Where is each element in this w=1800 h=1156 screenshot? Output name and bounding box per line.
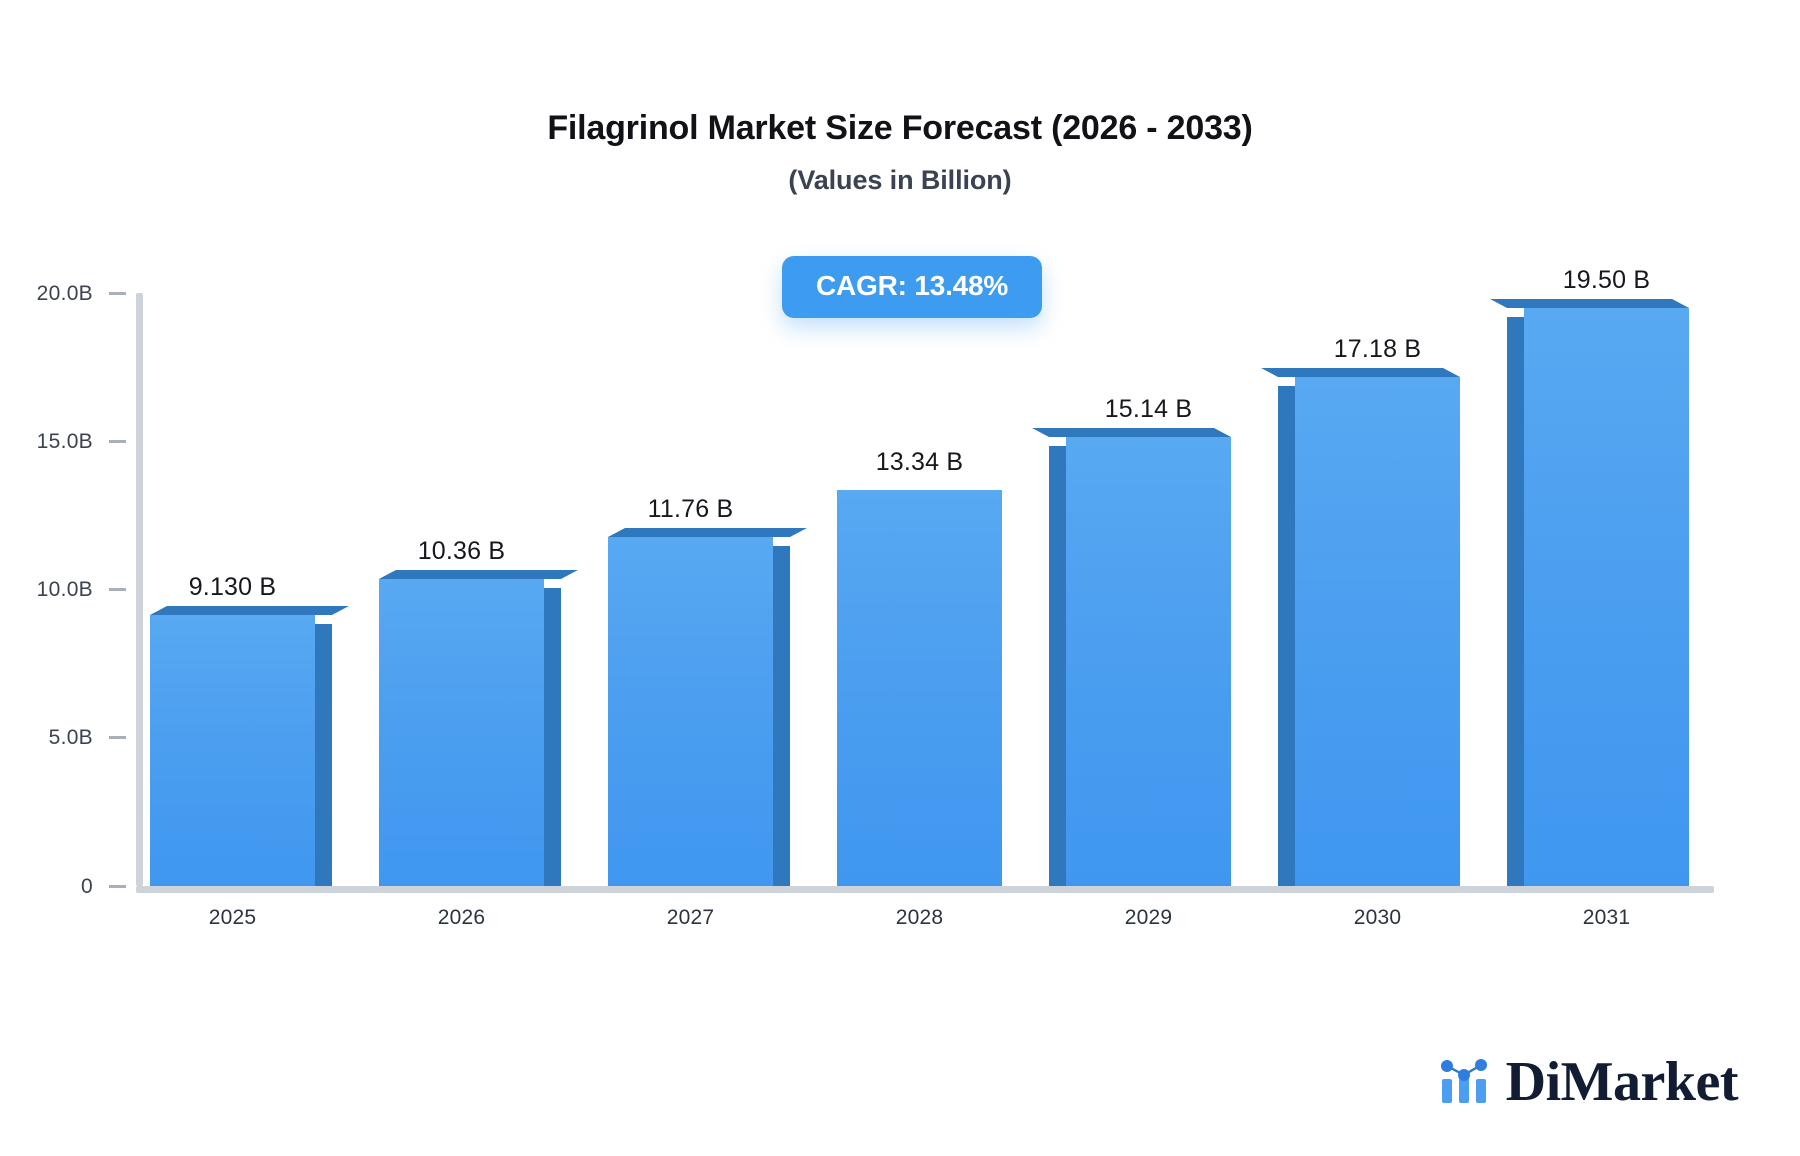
cagr-badge: CAGR: 13.48% [782, 256, 1043, 318]
x-axis-tick-label: 2029 [1124, 906, 1173, 929]
bar-2028[interactable]: 13.34 B [837, 448, 1002, 886]
bar-front-face [1066, 437, 1231, 886]
bar-side-face [544, 587, 561, 886]
y-axis-tick-mark [109, 884, 126, 888]
y-axis-tick-label: 0 [81, 874, 93, 898]
bar-top-face [1261, 367, 1460, 377]
y-axis-tick-label: 10.0B [36, 578, 93, 601]
y-axis-line [136, 293, 143, 886]
bar-2026[interactable]: 10.36 B [379, 537, 578, 886]
bar-value-label: 15.14 B [1104, 395, 1193, 424]
bar-value-label: 10.36 B [417, 536, 506, 565]
bar-front-face [150, 615, 315, 886]
bar-side-face [1507, 316, 1524, 886]
brand-logo: DiMarket [1440, 1051, 1739, 1113]
bar-top-face [150, 606, 349, 616]
bar-side-face [1049, 446, 1066, 886]
bar-top-face [1490, 298, 1689, 308]
y-axis-tick-mark [109, 291, 126, 295]
bar-chart-icon [1440, 1059, 1487, 1103]
bar-top-face [1032, 428, 1231, 438]
bar-front-face [379, 578, 544, 886]
bar-front-face [837, 490, 1002, 886]
x-axis-tick-label: 2026 [437, 906, 486, 929]
bar-2027[interactable]: 11.76 B [608, 495, 807, 886]
y-axis-tick-mark [109, 439, 126, 443]
y-axis-tick-label: 20.0B [36, 281, 93, 305]
bar-side-face [1278, 385, 1295, 886]
x-axis-tick-label: 2028 [895, 906, 944, 929]
x-axis-tick-label: 2031 [1582, 906, 1631, 929]
bar-value-label: 9.130 B [188, 573, 277, 602]
bar-2031[interactable]: 19.50 B [1490, 266, 1689, 886]
bar-2025[interactable]: 9.130 B [150, 573, 349, 886]
chart-subtitle: (Values in Billion) [788, 164, 1012, 195]
y-axis-tick-label: 15.0B [36, 429, 93, 453]
bar-top-face [608, 528, 807, 538]
bar-front-face [1295, 376, 1460, 886]
bar-top-face [379, 569, 578, 579]
y-axis-tick-mark [109, 736, 126, 740]
brand-name: DiMarket [1505, 1051, 1739, 1113]
chart-header: Filagrinol Market Size Forecast (2026 - … [0, 108, 1800, 196]
bar-value-label: 13.34 B [875, 448, 964, 477]
x-axis-tick-label: 2025 [208, 906, 257, 929]
bar-2030[interactable]: 17.18 B [1261, 335, 1460, 886]
x-axis-tick-label: 2030 [1353, 906, 1402, 929]
bar-side-face [315, 624, 332, 886]
y-axis-tick-label: 5.0B [48, 726, 93, 750]
bar-2029[interactable]: 15.14 B [1032, 395, 1231, 886]
x-axis-line [136, 886, 1714, 893]
bar-value-label: 17.18 B [1333, 334, 1422, 363]
bar-side-face [773, 546, 790, 886]
chart-title: Filagrinol Market Size Forecast (2026 - … [547, 109, 1253, 147]
bar-value-label: 11.76 B [647, 495, 734, 524]
bar-front-face [1524, 307, 1689, 886]
bar-front-face [608, 537, 773, 886]
x-axis-tick-label: 2027 [666, 906, 715, 929]
bar-value-label: 19.50 B [1562, 265, 1651, 294]
y-axis-tick-mark [109, 588, 126, 591]
